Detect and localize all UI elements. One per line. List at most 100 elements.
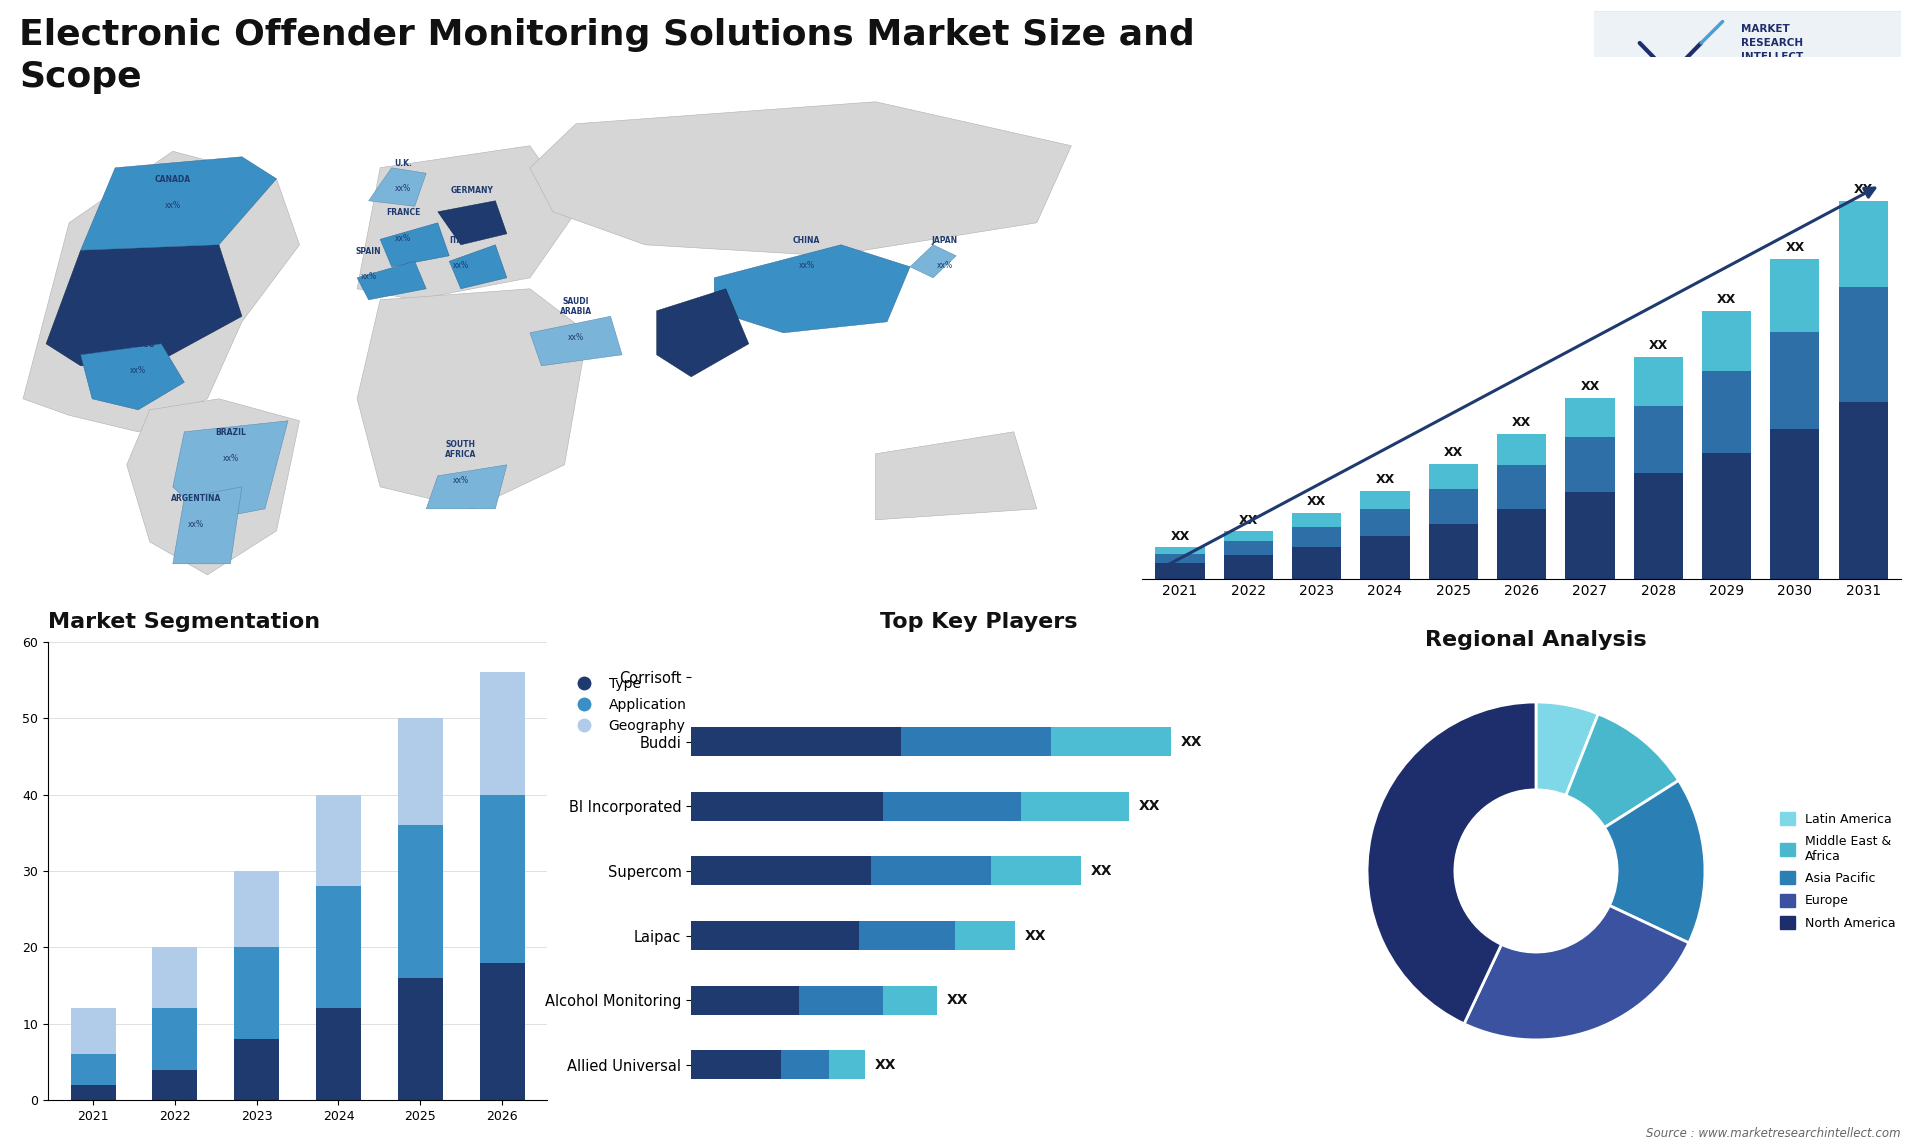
Polygon shape <box>714 245 910 332</box>
Text: JAPAN: JAPAN <box>931 236 958 245</box>
Text: XX: XX <box>1238 513 1258 527</box>
Text: FRANCE: FRANCE <box>386 209 420 218</box>
Text: SOUTH
AFRICA: SOUTH AFRICA <box>445 440 476 460</box>
Bar <box>152 1008 198 1069</box>
Text: xx%: xx% <box>568 332 584 342</box>
Bar <box>872 856 991 886</box>
Polygon shape <box>173 421 288 520</box>
Text: SAUDI
ARABIA: SAUDI ARABIA <box>561 297 591 316</box>
Bar <box>1634 406 1682 473</box>
Polygon shape <box>46 245 242 366</box>
Bar <box>1701 311 1751 371</box>
Text: INDIA: INDIA <box>703 307 726 316</box>
Text: XX: XX <box>1649 339 1668 352</box>
Bar <box>883 986 937 1014</box>
Text: Electronic Offender Monitoring Solutions Market Size and
Scope: Electronic Offender Monitoring Solutions… <box>19 17 1194 94</box>
Text: xx%: xx% <box>223 454 238 463</box>
Bar <box>1292 512 1342 527</box>
Bar <box>1223 532 1273 541</box>
Text: ARGENTINA: ARGENTINA <box>171 494 221 503</box>
Text: XX: XX <box>1171 529 1190 542</box>
Polygon shape <box>530 316 622 366</box>
Text: GERMANY: GERMANY <box>451 187 493 195</box>
Text: ITALY: ITALY <box>449 236 472 245</box>
Wedge shape <box>1536 702 1597 795</box>
Text: CHINA: CHINA <box>793 236 820 245</box>
Text: xx%: xx% <box>361 273 376 281</box>
Text: XX: XX <box>947 994 968 1007</box>
Bar <box>954 921 1016 950</box>
Bar <box>1565 492 1615 579</box>
Text: XX: XX <box>876 1058 897 1072</box>
Bar <box>397 978 444 1100</box>
Polygon shape <box>530 102 1071 256</box>
Bar <box>1701 371 1751 453</box>
Text: xx%: xx% <box>108 289 123 298</box>
Bar <box>480 673 524 794</box>
Text: MEXICO: MEXICO <box>121 340 156 350</box>
Wedge shape <box>1367 702 1536 1023</box>
Text: xx%: xx% <box>165 201 180 210</box>
Bar <box>152 1069 198 1100</box>
Polygon shape <box>369 167 426 206</box>
Text: xx%: xx% <box>937 261 952 270</box>
Text: XX: XX <box>1853 183 1872 196</box>
FancyBboxPatch shape <box>1590 10 1905 139</box>
Bar <box>71 1085 115 1100</box>
Bar <box>1839 288 1887 402</box>
Bar <box>317 1008 361 1100</box>
Text: xx%: xx% <box>707 332 722 342</box>
Bar <box>799 986 883 1014</box>
Bar <box>1839 201 1887 288</box>
Bar <box>234 948 278 1039</box>
Text: U.S.: U.S. <box>106 264 125 273</box>
Bar <box>883 792 1021 821</box>
Text: U.K.: U.K. <box>394 159 413 167</box>
Bar <box>1565 398 1615 437</box>
Bar <box>317 886 361 1008</box>
Bar <box>900 728 1050 756</box>
Bar <box>691 1050 781 1080</box>
Text: Source : www.marketresearchintellect.com: Source : www.marketresearchintellect.com <box>1645 1128 1901 1140</box>
Bar <box>1770 331 1820 429</box>
Text: XX: XX <box>1091 864 1112 878</box>
Bar <box>1498 434 1546 465</box>
Polygon shape <box>910 245 956 277</box>
Wedge shape <box>1605 780 1705 943</box>
Bar <box>691 792 883 821</box>
Bar <box>1361 490 1409 510</box>
Bar <box>1223 541 1273 555</box>
Text: XX: XX <box>1181 735 1202 748</box>
Bar <box>1223 555 1273 579</box>
Bar <box>691 856 872 886</box>
Text: xx%: xx% <box>453 261 468 270</box>
Circle shape <box>1455 790 1617 952</box>
Bar <box>1361 510 1409 536</box>
Bar <box>1770 429 1820 579</box>
Text: XX: XX <box>1716 293 1736 306</box>
Polygon shape <box>357 146 576 300</box>
Bar <box>480 963 524 1100</box>
Text: XX: XX <box>1511 416 1532 429</box>
Bar <box>829 1050 866 1080</box>
Bar <box>691 921 858 950</box>
Bar <box>1428 464 1478 489</box>
Wedge shape <box>1465 905 1690 1039</box>
Legend: Type, Application, Geography: Type, Application, Geography <box>564 672 691 739</box>
Polygon shape <box>23 151 300 432</box>
Text: XX: XX <box>1444 446 1463 460</box>
Polygon shape <box>357 261 426 300</box>
Bar <box>234 1039 278 1100</box>
Bar <box>1292 527 1342 548</box>
Text: MARKET
RESEARCH
INTELLECT: MARKET RESEARCH INTELLECT <box>1741 24 1803 62</box>
Polygon shape <box>876 432 1037 520</box>
Polygon shape <box>438 201 507 245</box>
Polygon shape <box>173 487 242 564</box>
Bar <box>234 871 278 948</box>
Text: XX: XX <box>1308 495 1327 508</box>
Bar <box>1565 437 1615 492</box>
Polygon shape <box>127 399 300 575</box>
Title: Top Key Players: Top Key Players <box>881 612 1077 631</box>
Polygon shape <box>81 344 184 410</box>
Text: Market Segmentation: Market Segmentation <box>48 612 321 631</box>
